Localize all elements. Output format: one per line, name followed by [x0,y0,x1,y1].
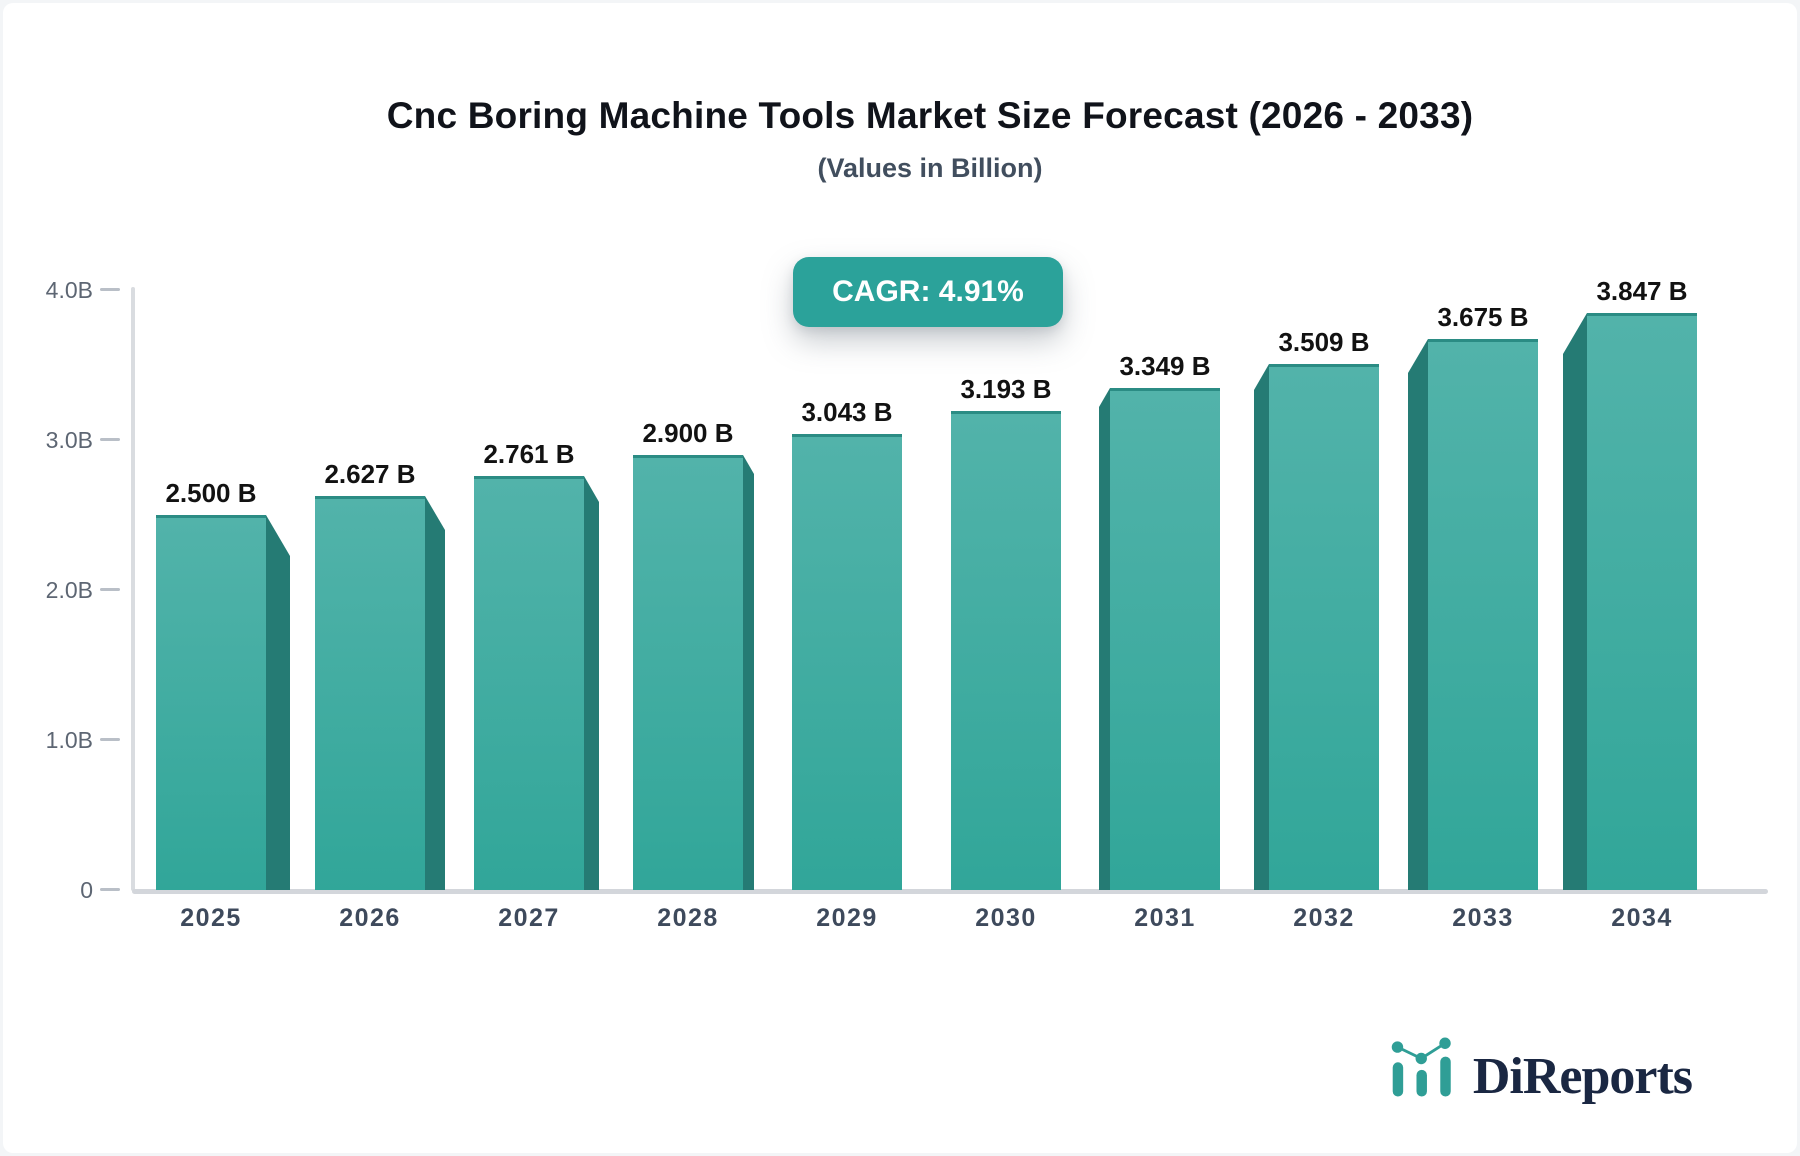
y-tick-label: 3.0B [45,427,93,453]
bar-side-face [1254,364,1269,890]
plot-area: 2.500 B 2.627 B 2.761 B 2.900 B 3.043 B 3.193… [134,276,1766,890]
bar-value-label: 2.627 B [324,459,416,489]
bar-side-face [1563,313,1587,890]
bar-value-label: 3.193 B [960,374,1052,404]
brand-logo[interactable]: DiReports [1387,1035,1693,1105]
y-tick-mark [100,888,120,891]
bar-2030[interactable] [951,411,1061,890]
x-axis-label-2028: 2028 [657,904,719,932]
mini-bar-line-chart-icon [1391,1037,1451,1097]
bar-side-face [1099,388,1110,890]
bar-2032[interactable] [1269,364,1379,890]
bar-value-label: 3.349 B [1119,351,1211,381]
chart-title: Cnc Boring Machine Tools Market Size For… [386,95,1474,136]
bar-value-label: 3.509 B [1278,327,1370,357]
cagr-badge-label: CAGR: 4.91% [832,275,1024,308]
x-axis-baseline [132,889,1768,894]
y-tick-label: 2.0B [45,577,93,603]
bar-side-face [425,496,445,890]
bar-side-face [266,515,290,890]
y-tick-mark [100,588,120,591]
x-axis-label-2029: 2029 [816,904,878,932]
chart-subtitle: (Values in Billion) [817,153,1043,183]
bar-2031[interactable] [1110,388,1220,890]
bar-2026[interactable] [315,496,425,890]
bar-2025[interactable] [156,515,266,890]
bar-value-label: 2.500 B [165,478,257,508]
bar-value-label: 2.761 B [483,439,575,469]
cagr-badge: CAGR: 4.91% [793,257,1063,327]
y-tick-label: 1.0B [45,727,93,753]
brand-name: DiReports [1472,1048,1693,1105]
y-tick-label: 4.0B [45,277,93,303]
chart-card: Cnc Boring Machine Tools Market Size For… [3,3,1797,1153]
y-axis-line [131,287,135,891]
bar-2029[interactable] [792,434,902,890]
bar-side-face [743,455,754,890]
y-tick-mark [100,738,120,741]
x-axis-label-2033: 2033 [1452,904,1514,932]
x-axis-label-2034: 2034 [1611,904,1673,932]
x-axis-label-2026: 2026 [339,904,401,932]
bar-value-label: 3.847 B [1596,276,1688,306]
x-axis-label-2031: 2031 [1134,904,1196,932]
y-tick-mark [100,288,120,291]
bar-value-label: 2.900 B [642,418,734,448]
x-axis-label-2027: 2027 [498,904,560,932]
bar-2028[interactable] [633,455,743,890]
bar-side-face [584,476,599,890]
x-axis-label-2030: 2030 [975,904,1037,932]
bar-side-face [1408,339,1428,890]
bar-2027[interactable] [474,476,584,890]
y-tick-mark [100,438,120,441]
y-tick-label: 0 [80,877,93,903]
x-axis-label-2032: 2032 [1293,904,1355,932]
bar-2034[interactable] [1587,313,1697,890]
bar-value-label: 3.043 B [801,397,893,427]
bar-value-label: 3.675 B [1437,302,1529,332]
x-axis-labels: 2025 2026 2027 2028 2029 2030 2031 2032 2033 2034 [134,904,1766,948]
bar-2033[interactable] [1428,339,1538,890]
x-axis-label-2025: 2025 [180,904,242,932]
